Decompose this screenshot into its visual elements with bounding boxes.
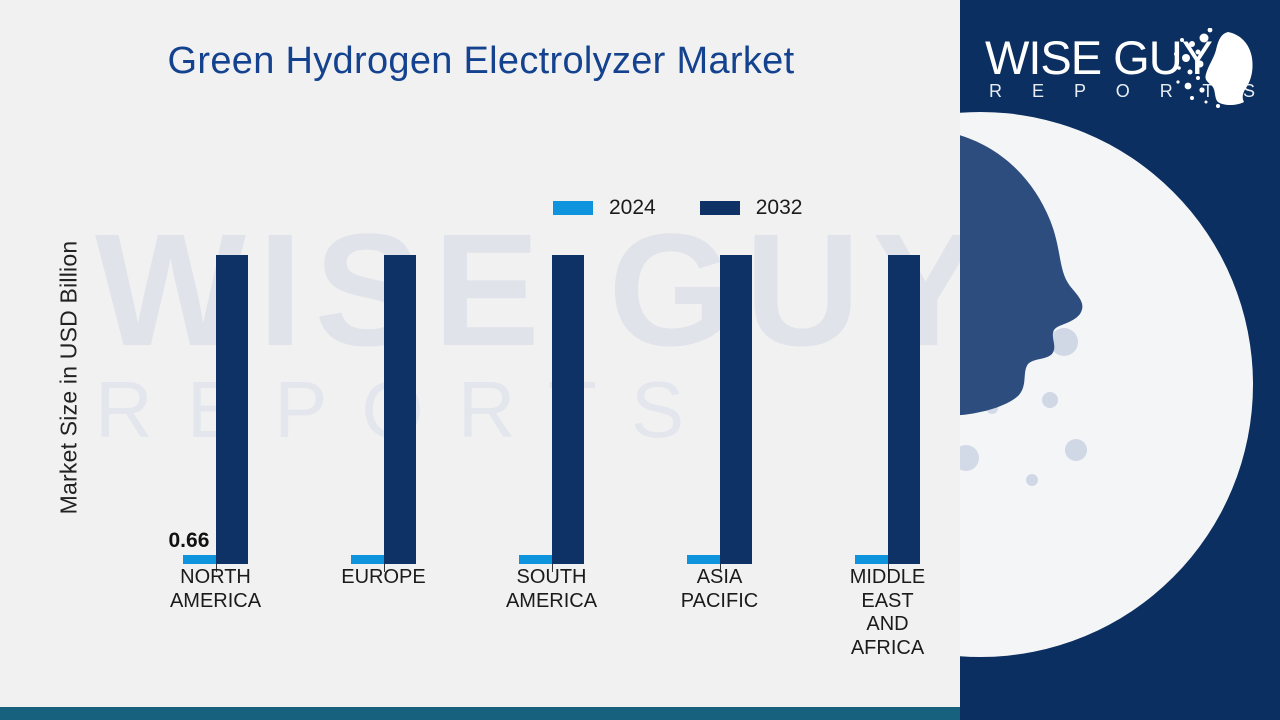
legend-item-2024[interactable]: 2024 — [553, 196, 656, 220]
page-title: Green Hydrogen Electrolyzer Market — [167, 40, 795, 82]
brand-logo: WISE GUY R E P O R T S — [985, 28, 1255, 108]
chart-legend: 2024 2032 — [553, 196, 802, 220]
bar-group — [518, 246, 584, 572]
x-axis-tick — [887, 564, 889, 572]
bar-2032-4[interactable] — [719, 255, 752, 564]
bar-value-label: 0.66 — [168, 529, 210, 552]
bar-group — [686, 246, 752, 572]
y-axis-label: Market Size in USD Billion — [52, 195, 86, 560]
x-axis-tick — [551, 564, 553, 572]
dotted-head-profile-icon — [1174, 28, 1253, 108]
bar-2024-4[interactable] — [686, 555, 720, 564]
bar-2024-1[interactable] — [182, 555, 216, 564]
x-axis-tick — [215, 564, 217, 572]
x-axis-label-4: ASIA PACIFIC — [680, 566, 759, 612]
legend-swatch-2032 — [699, 201, 740, 215]
x-axis-category-labels: NORTH AMERICA EUROPE SOUTH AMERICA ASIA PAC… — [100, 566, 940, 666]
x-axis-tick — [719, 564, 721, 572]
bar-group — [350, 246, 416, 572]
plot-area: 0.66 — [100, 246, 940, 572]
x-axis-label-5: MIDDLE EAST AND AFRICA — [849, 566, 926, 659]
x-axis-label-3: SOUTH AMERICA — [505, 566, 598, 612]
bar-2032-1[interactable] — [215, 255, 248, 564]
x-axis-label-2: EUROPE — [341, 566, 426, 588]
legend-label-2024: 2024 — [609, 196, 656, 219]
bar-2024-2[interactable] — [350, 555, 384, 564]
bottom-accent-strip — [0, 707, 962, 720]
head-profile-icon — [960, 135, 1083, 416]
y-axis-label-text: Market Size in USD Billion — [55, 240, 82, 515]
logo-wordmark: WISE GUY — [985, 31, 1213, 84]
bar-2032-5[interactable] — [887, 255, 920, 564]
brand-panel — [960, 0, 1280, 720]
x-axis-tick — [383, 564, 385, 572]
legend-swatch-2024 — [553, 201, 593, 215]
bar-group: 0.66 — [169, 246, 248, 572]
bar-2032-3[interactable] — [551, 255, 584, 564]
bar-group — [854, 246, 920, 572]
legend-item-2032[interactable]: 2032 — [699, 196, 803, 220]
bar-2024-5[interactable] — [854, 555, 888, 564]
bar-2024-3[interactable] — [518, 555, 552, 564]
legend-label-2032: 2032 — [755, 196, 803, 219]
x-axis-label-1: NORTH AMERICA — [169, 566, 262, 612]
bar-2032-2[interactable] — [383, 255, 416, 564]
